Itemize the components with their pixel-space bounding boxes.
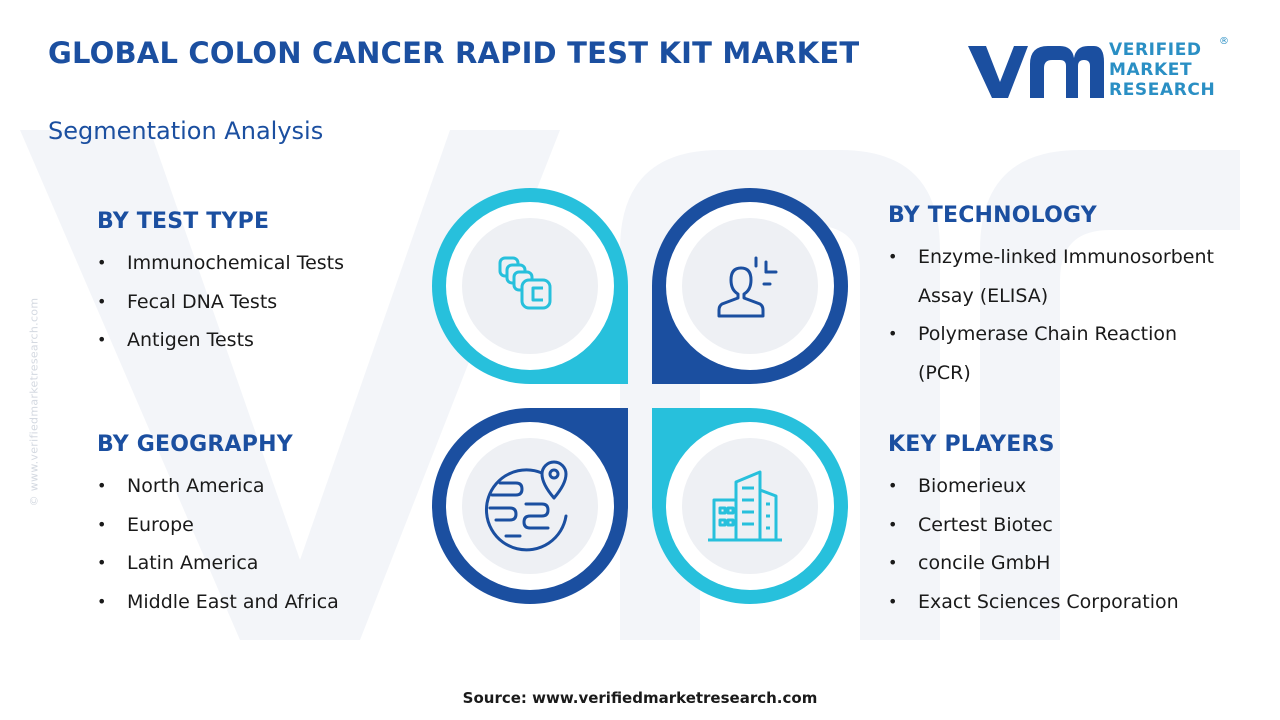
segment-list: Biomerieux Certest Biotec concile GmbH E… (888, 467, 1233, 621)
quadrant-technology (652, 188, 848, 384)
list-item: Antigen Tests (97, 321, 417, 360)
list-item: North America (97, 467, 417, 506)
person-scan-icon (717, 256, 778, 318)
globe-location-icon (484, 460, 568, 552)
segment-heading: KEY PLAYERS (888, 432, 1055, 457)
quadrant-geography (432, 408, 628, 604)
logo-line-1: VERIFIED (1109, 40, 1202, 60)
segment-heading: BY TEST TYPE (97, 209, 270, 234)
segment-key-players: KEY PLAYERS Biomerieux Certest Biotec co… (888, 432, 1233, 621)
segment-heading: BY TECHNOLOGY (888, 203, 1097, 228)
quadrant-key-players (652, 408, 848, 604)
segment-technology: BY TECHNOLOGY Enzyme-linked Immunosorben… (888, 203, 1233, 392)
city-buildings-icon (708, 470, 782, 542)
segment-list: North America Europe Latin America Middl… (97, 467, 417, 621)
list-item: Immunochemical Tests (97, 244, 417, 283)
logo-line-2: MARKET (1109, 60, 1193, 80)
list-item: Certest Biotec (888, 506, 1233, 545)
segment-test-type: BY TEST TYPE Immunochemical Tests Fecal … (97, 209, 417, 360)
list-item: Exact Sciences Corporation (888, 583, 1233, 622)
quadrant-test-type (432, 188, 628, 384)
vmr-logo-mark-icon (968, 46, 1104, 98)
segmentation-graphic (432, 188, 848, 604)
list-item: Europe (97, 506, 417, 545)
test-cards-icon (498, 256, 552, 310)
list-item: Biomerieux (888, 467, 1233, 506)
segment-geography: BY GEOGRAPHY North America Europe Latin … (97, 432, 417, 621)
list-item: Fecal DNA Tests (97, 283, 417, 322)
page-title: GLOBAL COLON CANCER RAPID TEST KIT MARKE… (48, 36, 860, 70)
logo-line-3: RESEARCH (1109, 80, 1216, 100)
logo-wordmark: VERIFIED MARKET RESEARCH (1109, 40, 1215, 100)
side-watermark-url: © www.verifiedmarketresearch.com (27, 297, 41, 507)
registered-mark: ® (1219, 36, 1229, 47)
list-item: Latin America (97, 544, 417, 583)
segment-heading: BY GEOGRAPHY (97, 432, 293, 457)
company-logo: VERIFIED MARKET RESEARCH ® (966, 36, 1236, 104)
page-subtitle: Segmentation Analysis (48, 117, 324, 145)
source-note: Source: www.verifiedmarketresearch.com (462, 689, 818, 707)
list-item: Enzyme-linked Immunosorbent Assay (ELISA… (888, 238, 1233, 315)
segment-list: Immunochemical Tests Fecal DNA Tests Ant… (97, 244, 417, 360)
list-item: concile GmbH (888, 544, 1233, 583)
list-item: Polymerase Chain Reaction (PCR) (888, 315, 1233, 392)
list-item: Middle East and Africa (97, 583, 417, 622)
segment-list: Enzyme-linked Immunosorbent Assay (ELISA… (888, 238, 1233, 392)
